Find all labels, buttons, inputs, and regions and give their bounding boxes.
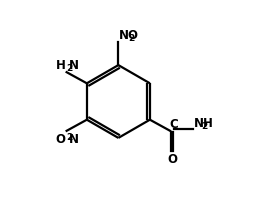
Text: NH: NH <box>194 116 213 129</box>
Text: N: N <box>69 58 79 71</box>
Text: N: N <box>69 133 79 146</box>
Text: 2: 2 <box>66 63 73 72</box>
Text: NO: NO <box>119 29 139 42</box>
Text: O: O <box>56 133 66 146</box>
Text: O: O <box>167 152 177 165</box>
Text: H: H <box>56 58 66 71</box>
Text: C: C <box>169 118 178 130</box>
Text: 2: 2 <box>66 132 73 141</box>
Text: 2: 2 <box>201 121 207 130</box>
Text: 2: 2 <box>128 33 135 42</box>
